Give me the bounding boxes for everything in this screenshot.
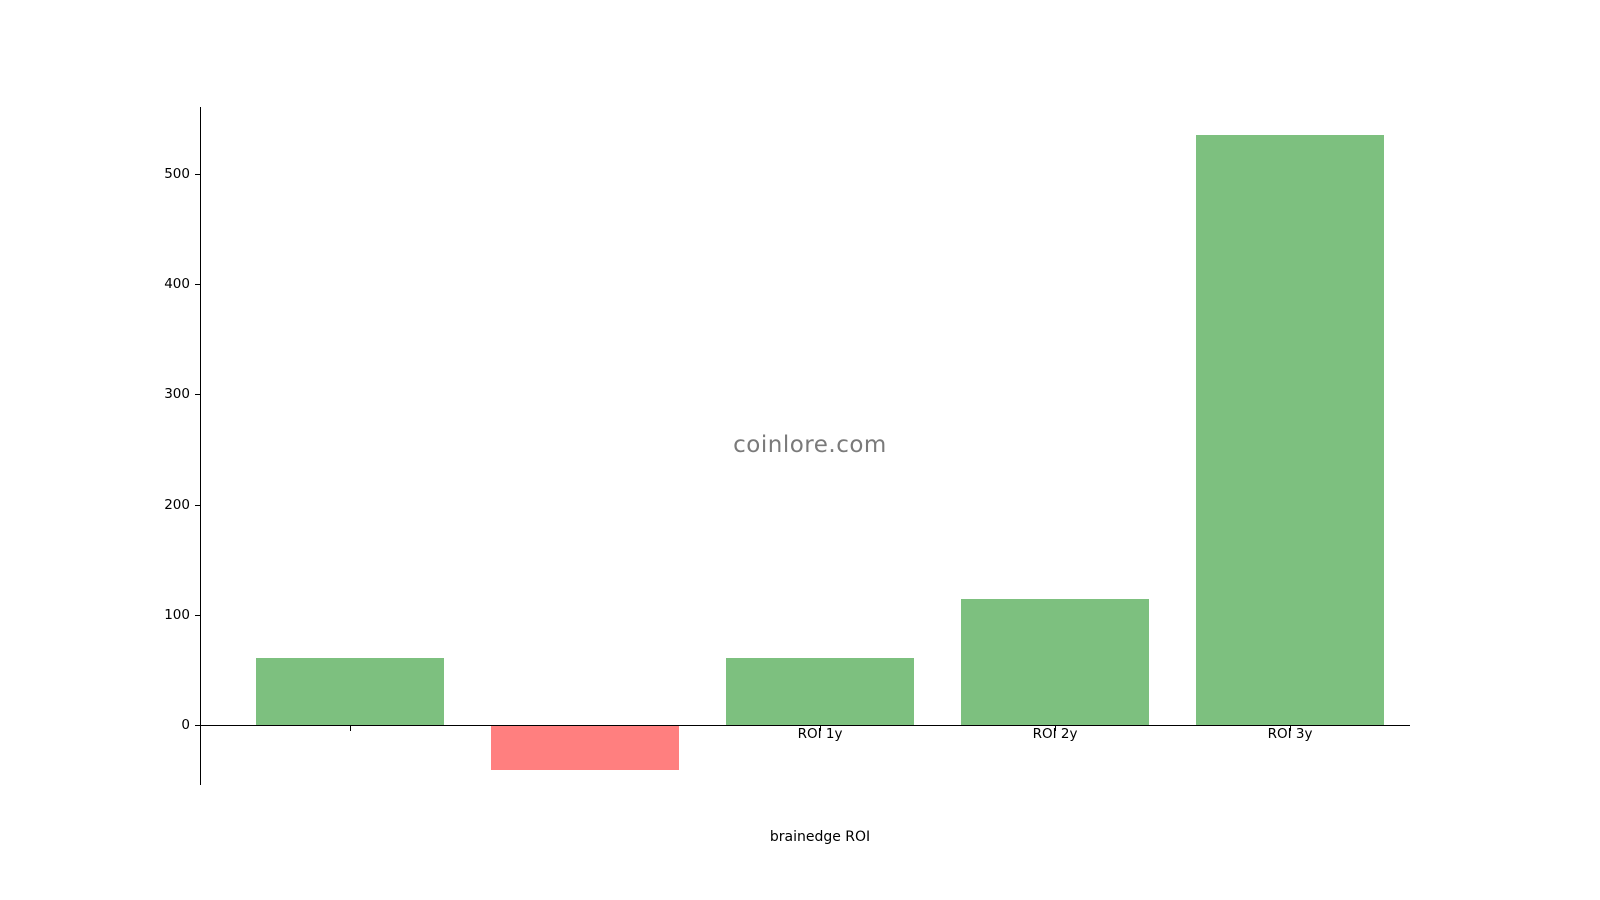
y-tick-mark <box>195 504 200 506</box>
bar-category-1 <box>256 657 444 725</box>
x-axis-title: brainedge ROI <box>769 829 871 845</box>
bar-roi-1y <box>726 657 914 725</box>
x-tick-mark <box>350 726 351 731</box>
bar-roi-2y <box>961 599 1149 725</box>
y-tick-label: 100 <box>164 606 190 623</box>
x-category-label: ROI 1y <box>797 726 843 742</box>
y-tick-mark <box>195 394 200 396</box>
y-tick-label: 0 <box>181 717 190 733</box>
x-tick-mark <box>1290 726 1291 731</box>
y-tick-mark <box>195 725 200 726</box>
bar-category-2 <box>491 726 679 771</box>
x-tick-mark <box>1055 726 1056 731</box>
watermark-text: coinlore.com <box>733 432 887 458</box>
y-tick-label: 500 <box>164 166 190 182</box>
y-tick-label: 200 <box>164 496 190 513</box>
y-tick-label: 300 <box>164 386 190 403</box>
y-tick-label: 400 <box>164 276 190 293</box>
y-tick-mark <box>195 284 200 286</box>
x-tick-mark <box>820 726 821 731</box>
bar-roi-3y <box>1196 135 1384 725</box>
x-axis-zero-line <box>200 725 1410 726</box>
y-axis-spine <box>200 107 201 785</box>
x-category-label: ROI 3y <box>1267 726 1313 742</box>
y-tick-mark <box>195 614 200 616</box>
y-tick-mark <box>195 174 200 175</box>
x-category-label: ROI 2y <box>1032 726 1078 742</box>
